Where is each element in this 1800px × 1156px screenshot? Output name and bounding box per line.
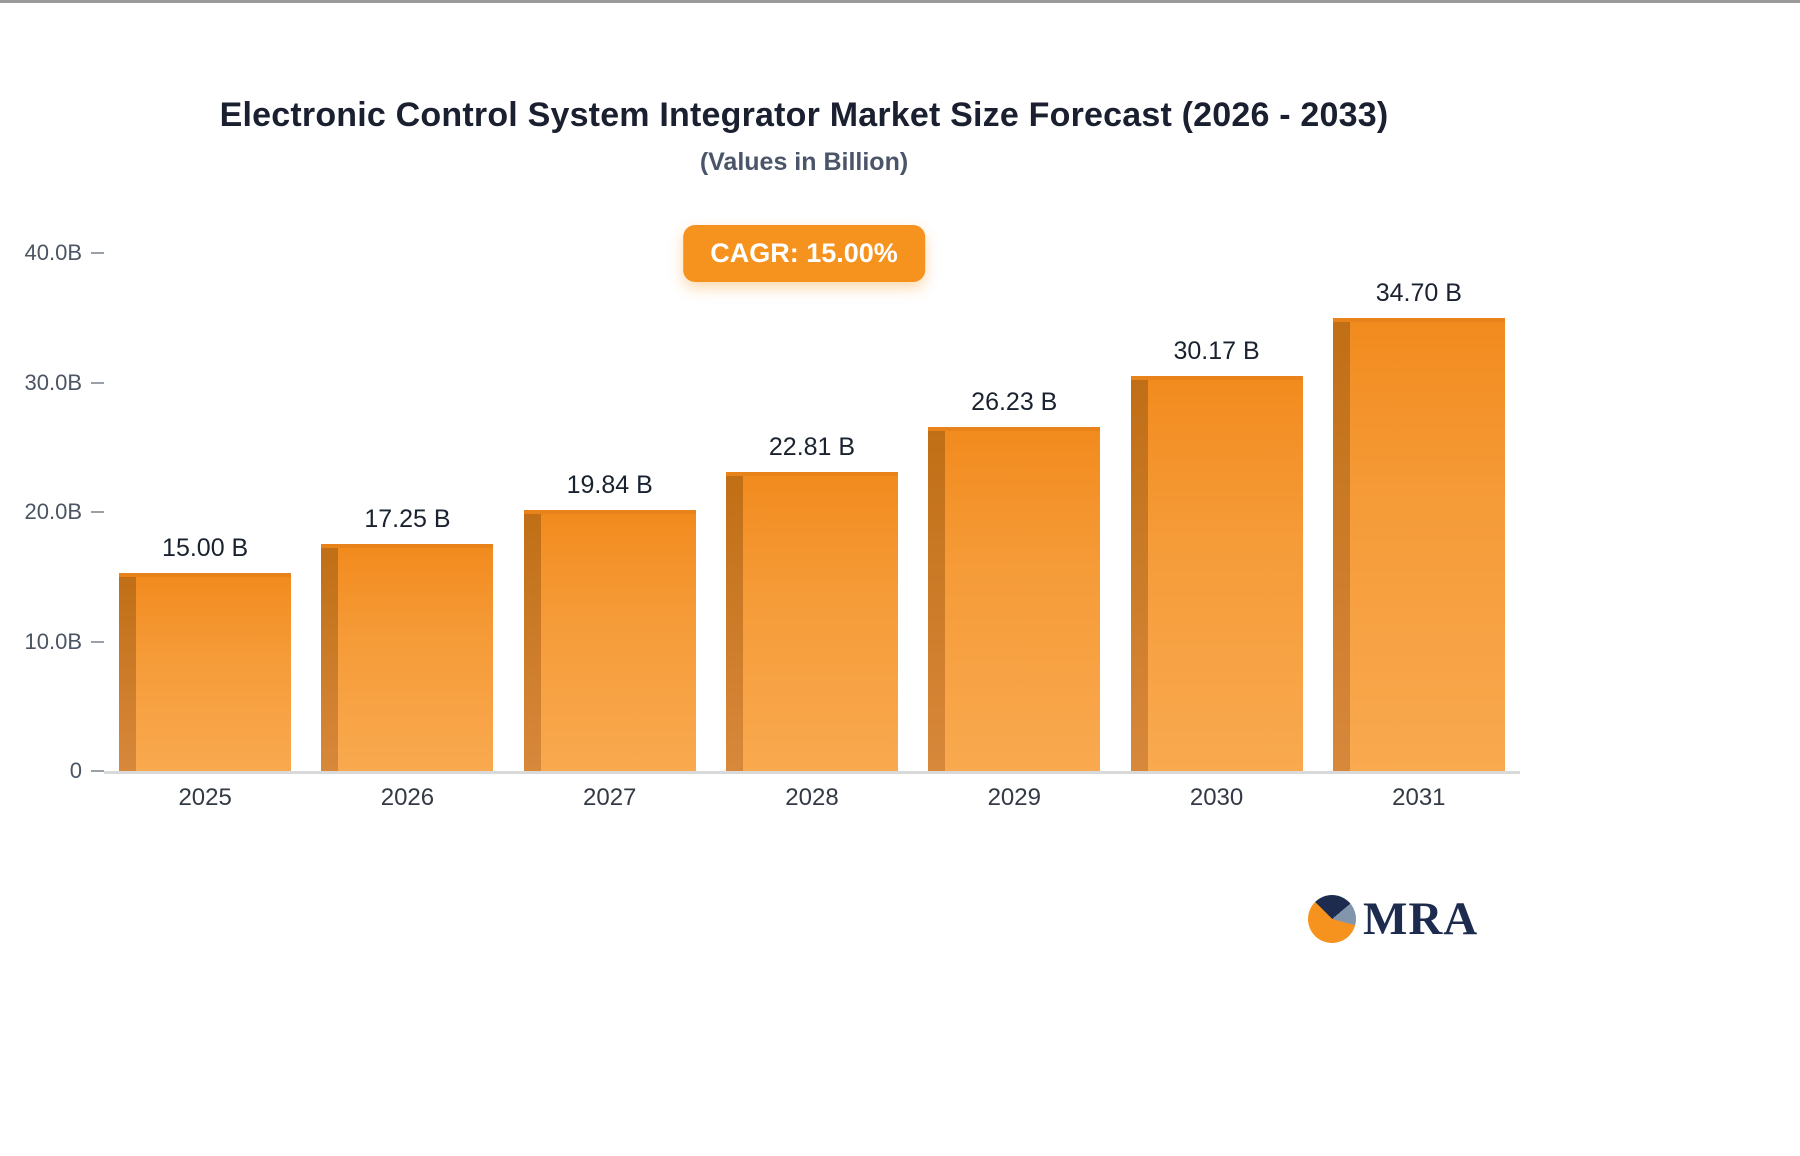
x-tick-2028: 2028 (785, 784, 839, 811)
bar-group-2028: 22.81 B (711, 253, 913, 772)
bar-2027[interactable] (523, 510, 696, 771)
y-tick-mark (91, 770, 104, 772)
x-tick-2029: 2029 (987, 784, 1041, 811)
bar-group-2031: 34.70 B (1318, 253, 1520, 772)
y-axis: 0 10.0B 20.0B 30.0B 40.0B (0, 240, 104, 783)
bar-group-2025: 15.00 B (104, 253, 306, 772)
bar-2029[interactable] (928, 427, 1101, 771)
y-axis-tick-10.0B: 10.0B (24, 628, 104, 655)
y-tick-mark (91, 252, 104, 254)
bar-2026[interactable] (321, 543, 494, 772)
y-tick-label: 0 (69, 758, 82, 783)
bar-group-2029: 26.23 B (913, 253, 1115, 771)
bar-2028[interactable] (725, 471, 898, 772)
y-axis-tick-0: 0 (70, 758, 104, 784)
bar-value-label: 34.70 B (1375, 278, 1462, 307)
x-tick-2031: 2031 (1392, 784, 1446, 811)
y-axis-tick-30.0B: 30.0B (24, 369, 104, 396)
bar-group-2030: 30.17 B (1115, 253, 1317, 771)
chart-subtitle: (Values in Billion) (699, 148, 909, 176)
bar-value-label: 26.23 B (971, 388, 1058, 417)
bar-value-label: 17.25 B (364, 504, 451, 533)
x-tick-2027: 2027 (583, 784, 637, 811)
y-tick-mark (91, 511, 104, 513)
bar-group-2026: 17.25 B (306, 253, 508, 772)
y-axis-tick-20.0B: 20.0B (24, 499, 104, 525)
bar-value-label: 19.84 B (566, 471, 653, 500)
bar-2025[interactable] (119, 572, 292, 772)
bar-2030[interactable] (1130, 376, 1303, 771)
x-tick-2025: 2025 (178, 784, 232, 811)
x-tick-2026: 2026 (380, 784, 435, 811)
logo-pie-icon (1308, 895, 1356, 943)
logo: MRA (1308, 895, 1478, 943)
plot-area: 15.00 B 17.25 B 19.84 B 22.81 B 26.23 B 30.17… (104, 253, 1520, 774)
chart-title: Electronic Control System Integrator Mar… (219, 96, 1389, 134)
bar-value-label: 15.00 B (162, 533, 249, 562)
x-tick-2030: 2030 (1189, 784, 1244, 811)
y-axis-tick-40.0B: 40.0B (24, 240, 104, 266)
bar-group-2027: 19.84 B (509, 253, 711, 771)
bar-value-label: 30.17 B (1173, 337, 1260, 366)
y-tick-label: 10.0B (24, 628, 83, 654)
y-tick-mark (91, 640, 104, 643)
y-tick-label: 20.0B (24, 499, 83, 524)
x-axis: 2025 2026 2027 2028 2029 2030 2031 (104, 784, 1520, 812)
top-border (0, 0, 1800, 3)
y-tick-label: 30.0B (24, 369, 83, 395)
y-tick-mark (91, 381, 104, 384)
bar-value-label: 22.81 B (768, 432, 856, 461)
bar-2031[interactable] (1332, 317, 1505, 772)
cagr-badge: CAGR: 15.00% (683, 225, 925, 282)
y-tick-label: 40.0B (24, 240, 83, 265)
logo-text: MRA (1363, 893, 1479, 945)
